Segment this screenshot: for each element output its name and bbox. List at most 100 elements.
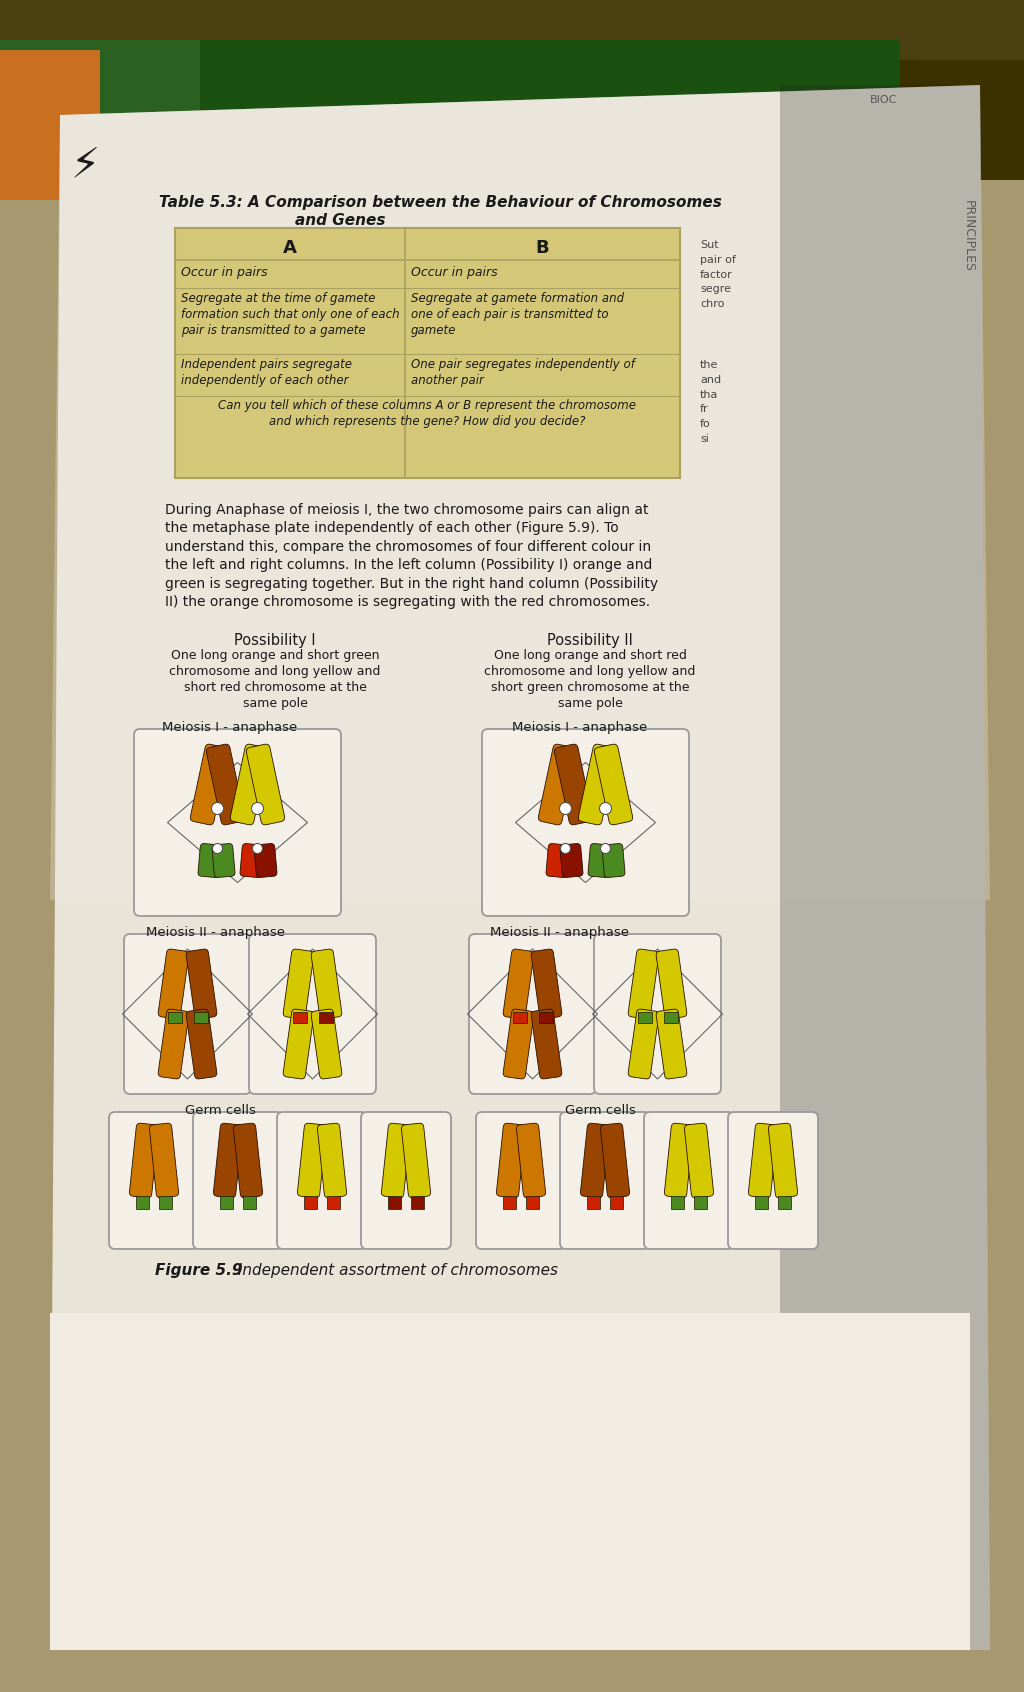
Text: Possibility II: Possibility II: [547, 633, 633, 648]
Bar: [0, 51, 100, 200]
FancyBboxPatch shape: [233, 1123, 262, 1198]
Bar: [50, 1313, 970, 1650]
Bar: [220, 1196, 233, 1208]
FancyBboxPatch shape: [503, 1008, 534, 1079]
Text: Occur in pairs: Occur in pairs: [411, 266, 498, 279]
Text: One long orange and short red
chromosome and long yellow and
short green chromos: One long orange and short red chromosome…: [484, 650, 695, 711]
FancyBboxPatch shape: [190, 744, 228, 826]
FancyBboxPatch shape: [150, 1123, 178, 1198]
FancyBboxPatch shape: [588, 844, 611, 878]
Bar: [539, 1012, 553, 1024]
FancyBboxPatch shape: [497, 1123, 525, 1198]
Bar: [638, 1012, 651, 1024]
Text: the
and
tha
fr
fo
si: the and tha fr fo si: [700, 360, 721, 443]
Circle shape: [560, 844, 570, 853]
Text: PRINCIPLES: PRINCIPLES: [962, 200, 975, 272]
FancyBboxPatch shape: [600, 1123, 630, 1198]
PathPatch shape: [50, 85, 990, 900]
Text: Meiosis II - anaphase: Meiosis II - anaphase: [145, 926, 285, 939]
PathPatch shape: [780, 85, 990, 1650]
Bar: [0, 41, 200, 120]
FancyBboxPatch shape: [602, 844, 625, 878]
Text: BIOC: BIOC: [870, 95, 897, 105]
Text: Occur in pairs: Occur in pairs: [181, 266, 267, 279]
Text: Independent pairs segregate
independently of each other: Independent pairs segregate independentl…: [181, 359, 352, 387]
Text: Meiosis II - anaphase: Meiosis II - anaphase: [490, 926, 630, 939]
Bar: [526, 1196, 539, 1208]
Text: B: B: [536, 239, 549, 257]
Text: Can you tell which of these columns A or B represent the chromosome
and which re: Can you tell which of these columns A or…: [218, 399, 637, 428]
FancyBboxPatch shape: [278, 1112, 367, 1249]
Bar: [755, 1196, 768, 1208]
FancyBboxPatch shape: [684, 1123, 714, 1198]
FancyBboxPatch shape: [240, 844, 263, 878]
FancyBboxPatch shape: [284, 1008, 313, 1079]
FancyBboxPatch shape: [476, 1112, 566, 1249]
Text: Table 5.3: A Comparison between the Behaviour of Chromosomes: Table 5.3: A Comparison between the Beha…: [159, 195, 722, 210]
Circle shape: [599, 802, 611, 814]
Circle shape: [253, 844, 262, 853]
FancyBboxPatch shape: [311, 1008, 342, 1079]
FancyBboxPatch shape: [503, 949, 534, 1019]
Bar: [694, 1196, 707, 1208]
Text: Independent assortment of chromosomes: Independent assortment of chromosomes: [233, 1262, 558, 1277]
FancyBboxPatch shape: [768, 1123, 798, 1198]
Text: Meiosis I - anaphase: Meiosis I - anaphase: [163, 721, 298, 734]
Bar: [512, 1012, 526, 1024]
FancyBboxPatch shape: [186, 949, 217, 1019]
FancyBboxPatch shape: [311, 949, 342, 1019]
FancyBboxPatch shape: [628, 949, 658, 1019]
FancyBboxPatch shape: [554, 744, 593, 826]
FancyBboxPatch shape: [230, 744, 268, 826]
FancyBboxPatch shape: [124, 934, 251, 1095]
Bar: [159, 1196, 172, 1208]
Text: One long orange and short green
chromosome and long yellow and
short red chromos: One long orange and short green chromoso…: [169, 650, 381, 711]
Text: Possibility I: Possibility I: [234, 633, 315, 648]
Circle shape: [252, 802, 263, 814]
Bar: [0, 0, 1024, 59]
FancyBboxPatch shape: [186, 1008, 217, 1079]
Bar: [587, 1196, 600, 1208]
Bar: [778, 1196, 791, 1208]
FancyBboxPatch shape: [297, 1123, 327, 1198]
FancyBboxPatch shape: [539, 744, 577, 826]
FancyBboxPatch shape: [594, 744, 633, 826]
FancyBboxPatch shape: [581, 1123, 609, 1198]
Text: Meiosis I - anaphase: Meiosis I - anaphase: [512, 721, 647, 734]
FancyBboxPatch shape: [482, 729, 689, 915]
Bar: [293, 1012, 306, 1024]
FancyBboxPatch shape: [206, 744, 245, 826]
Bar: [664, 1012, 678, 1024]
FancyBboxPatch shape: [381, 1123, 411, 1198]
FancyBboxPatch shape: [247, 744, 285, 826]
Bar: [0, 0, 1024, 179]
FancyBboxPatch shape: [531, 1008, 562, 1079]
FancyBboxPatch shape: [560, 844, 583, 878]
Circle shape: [559, 802, 571, 814]
FancyBboxPatch shape: [644, 1112, 734, 1249]
Text: One pair segregates independently of
another pair: One pair segregates independently of ano…: [411, 359, 635, 387]
Bar: [318, 1012, 333, 1024]
FancyBboxPatch shape: [665, 1123, 693, 1198]
Bar: [327, 1196, 340, 1208]
FancyBboxPatch shape: [317, 1123, 346, 1198]
FancyBboxPatch shape: [361, 1112, 451, 1249]
FancyBboxPatch shape: [212, 844, 234, 878]
FancyBboxPatch shape: [109, 1112, 199, 1249]
FancyBboxPatch shape: [134, 729, 341, 915]
Bar: [388, 1196, 401, 1208]
Bar: [243, 1196, 256, 1208]
Text: Figure 5.9: Figure 5.9: [155, 1262, 243, 1277]
Text: During Anaphase of meiosis I, the two chromosome pairs can align at
the metaphas: During Anaphase of meiosis I, the two ch…: [165, 503, 658, 609]
Text: Segregate at the time of gamete
formation such that only one of each
pair is tra: Segregate at the time of gamete formatio…: [181, 293, 399, 337]
FancyBboxPatch shape: [546, 844, 569, 878]
FancyBboxPatch shape: [193, 1112, 283, 1249]
Text: and Genes: and Genes: [295, 213, 385, 228]
Bar: [411, 1196, 424, 1208]
FancyBboxPatch shape: [728, 1112, 818, 1249]
Bar: [168, 1012, 181, 1024]
FancyBboxPatch shape: [284, 949, 313, 1019]
Text: A: A: [283, 239, 297, 257]
FancyBboxPatch shape: [656, 1008, 687, 1079]
FancyBboxPatch shape: [749, 1123, 777, 1198]
